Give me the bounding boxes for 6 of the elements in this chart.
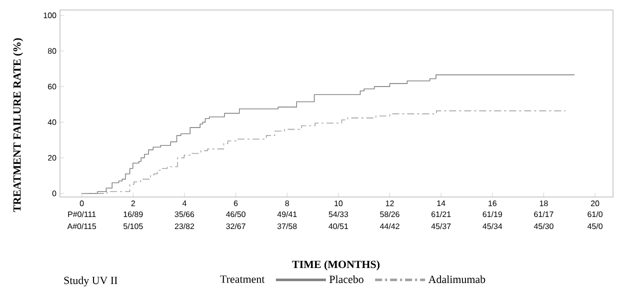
legend-label: Adalimumab xyxy=(428,275,486,284)
y-axis-title: TREATMENT FAILURE RATE (%) xyxy=(13,38,23,212)
legend-title: Treatment xyxy=(220,276,265,283)
legend-label: Placebo xyxy=(329,275,364,284)
text: Study UV II xyxy=(64,276,118,286)
x-axis-title: TIME (MONTHS) xyxy=(292,260,380,270)
